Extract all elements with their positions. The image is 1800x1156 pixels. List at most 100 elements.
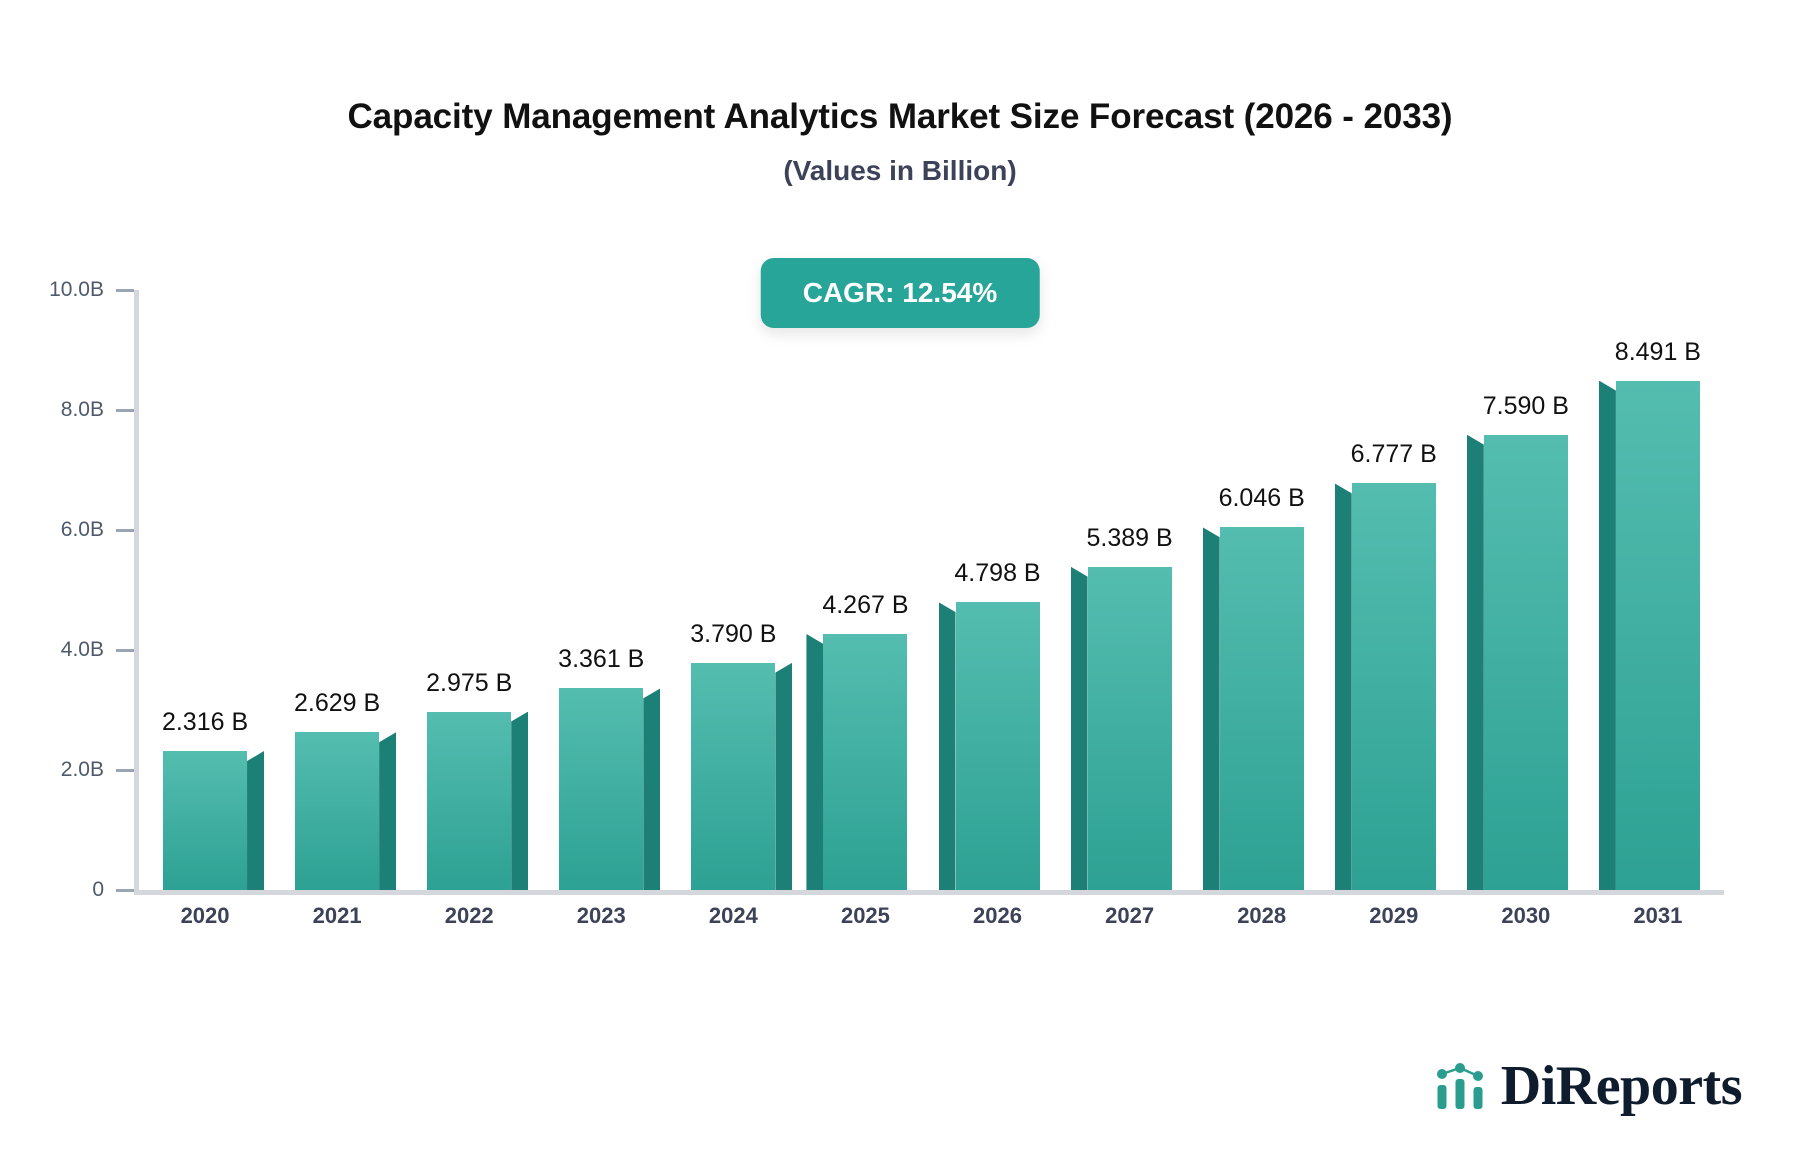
bar-side-face [938,602,956,890]
bar-value-label: 6.777 B [1350,440,1437,469]
bar-front-face [823,633,908,890]
bar-side-face [1466,434,1484,890]
x-axis-label: 2030 [1501,903,1551,928]
bar-value-label: 3.361 B [558,645,645,674]
x-axis-label: 2028 [1237,903,1287,928]
chart-title: Capacity Management Analytics Market Siz… [347,97,1453,136]
logo-text: DiReports [1500,1055,1743,1117]
y-axis-tick-mark [116,648,134,652]
bar-slot: 3.361 B [535,290,667,890]
y-axis-tick: 6.0B [36,518,134,542]
bar-chart-icon [1436,1063,1483,1109]
bar-front-face [295,732,380,890]
chart-subtitle: (Values in Billion) [783,155,1017,186]
bar[interactable]: 5.389 B [1070,524,1173,890]
y-axis-tick-label: 0 [92,878,104,901]
bar-value-label: 8.491 B [1614,337,1701,366]
bar-slot: 6.777 B [1328,290,1460,890]
bar[interactable]: 2.316 B [162,708,265,890]
cagr-badge: CAGR: 12.54% [760,258,1040,328]
bar-side-face [1334,483,1352,890]
x-axis-label: 2025 [840,903,890,928]
bar-side-face [379,732,397,890]
plot-area: 0 2.0B 4.0B 6.0B 8.0B 10.0B 2.316 B 2.629 B 2.9… [49,278,1724,901]
bar-front-face [1219,527,1304,890]
bar[interactable]: 7.590 B [1466,392,1569,890]
y-axis-tick-label: 2.0B [60,758,104,781]
bar-slot: 4.798 B [931,290,1063,890]
y-axis-tick-label: 4.0B [60,638,104,661]
y-axis-tick-label: 8.0B [60,398,104,421]
bar-value-label: 7.590 B [1482,391,1569,420]
bar[interactable]: 3.790 B [690,620,793,890]
y-axis-tick-label: 6.0B [60,518,104,541]
bar-series: 2.316 B 2.629 B 2.975 B 3.361 B 3.790 B 4.267… [139,290,1724,890]
y-axis-tick: 10.0B [36,278,134,302]
y-axis-tick-mark [116,528,134,532]
direports-logo: DiReports [1435,1055,1743,1117]
bar-side-face [1598,380,1616,890]
x-axis-labels: 2020 2021 2022 2023 2024 2025 2026 2027 2028 2029… [139,903,1724,929]
bar-slot: 2.629 B [271,290,403,890]
bar-front-face [1483,434,1568,890]
bar-front-face [1615,380,1700,890]
bar-side-face [643,688,661,890]
bar[interactable]: 6.777 B [1334,440,1437,890]
x-axis-label: 2020 [180,903,230,928]
y-axis-tick: 4.0B [36,638,134,662]
bar-value-label: 6.046 B [1218,484,1305,513]
bar-side-face [1202,527,1220,890]
y-axis-tick: 0 [36,878,134,902]
bar[interactable]: 4.267 B [806,591,909,890]
x-axis-label: 2026 [973,903,1022,928]
bar-slot: 2.316 B [139,290,271,890]
y-axis-spine [134,290,139,895]
bar-value-label: 3.790 B [690,619,777,648]
y-axis-tick-mark [116,288,134,292]
bar[interactable]: 3.361 B [558,645,661,890]
y-axis-tick-mark [116,888,134,892]
y-axis-tick: 2.0B [36,758,134,782]
bar-value-label: 5.389 B [1086,523,1173,552]
bar-side-face [1070,566,1088,890]
y-axis-tick-mark [116,768,134,772]
bar-side-face [806,633,824,890]
x-axis-label: 2027 [1105,903,1155,928]
bar-slot: 2.975 B [403,290,535,890]
bar-slot: 3.790 B [667,290,799,890]
x-axis-label: 2029 [1369,903,1419,928]
y-axis-tick: 8.0B [36,398,134,422]
x-axis-baseline [134,890,1724,895]
y-axis-tick-mark [116,408,134,412]
bar-value-label: 4.267 B [822,590,909,619]
bar[interactable]: 6.046 B [1202,484,1305,890]
bar[interactable]: 2.975 B [426,669,529,890]
bar-front-face [163,751,248,890]
x-axis-label: 2022 [444,903,494,928]
bar[interactable]: 8.491 B [1598,338,1701,890]
bar[interactable]: 4.798 B [938,559,1041,890]
x-axis-label: 2021 [312,903,362,928]
bar[interactable]: 2.629 B [294,689,397,890]
bar-slot: 8.491 B [1592,290,1724,890]
bar-front-face [427,711,512,890]
bar-value-label: 2.975 B [426,668,513,697]
bar-side-face [511,711,529,890]
y-axis-tick-label: 10.0B [49,278,104,301]
bar-front-face [955,602,1040,890]
bar-front-face [1351,483,1436,890]
x-axis-label: 2031 [1633,903,1683,928]
bar-front-face [691,662,776,890]
bar-slot: 4.267 B [799,290,931,890]
bar-side-face [247,751,265,890]
x-axis-label: 2023 [576,903,626,928]
bar-value-label: 2.316 B [161,708,249,737]
bar-value-label: 2.629 B [294,689,381,718]
bar-side-face [775,662,793,890]
title-block: Capacity Management Analytics Market Siz… [0,96,1800,188]
bar-slot: 5.389 B [1064,290,1196,890]
bar-front-face [1087,566,1172,890]
x-axis-label: 2024 [708,903,758,928]
bar-front-face [559,688,644,890]
